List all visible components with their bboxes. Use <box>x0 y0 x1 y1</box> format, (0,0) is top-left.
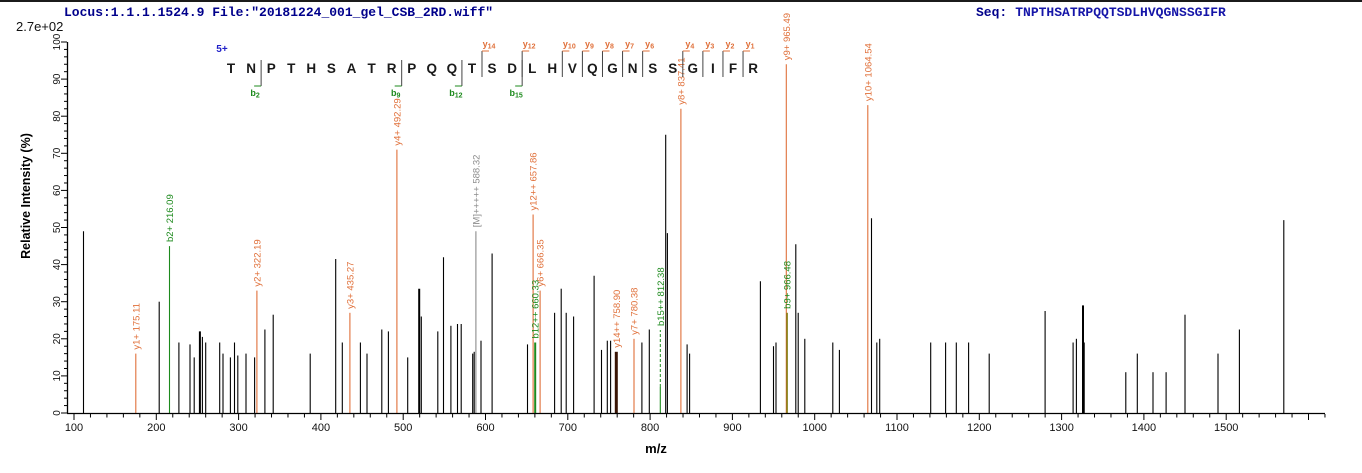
residue: H <box>306 61 316 76</box>
x-tick-label: 1500 <box>1214 422 1238 434</box>
residue: P <box>407 61 416 76</box>
x-tick-label: 300 <box>229 422 247 434</box>
residue: G <box>607 61 618 76</box>
fragment-ion-label: y2 <box>725 39 734 51</box>
max-intensity-label: 2.7e+02 <box>16 19 64 34</box>
y-tick-label: 20 <box>52 333 63 345</box>
x-tick-label: 1100 <box>885 422 909 434</box>
y-tick-label: 40 <box>52 259 63 271</box>
peak-label: b2+ 216.09 <box>165 194 176 242</box>
residue: S <box>487 61 496 76</box>
peak-label: [M]+++++ 588.32 <box>471 155 482 228</box>
header: Locus:1.1.1.1524.9 File:"20181224_001_ge… <box>0 5 1362 23</box>
seq-label: Seq: <box>976 5 1008 20</box>
fragment-ion-label: y10 <box>563 39 576 51</box>
peak-label: y8+ 837.41 <box>676 57 687 104</box>
residue: Q <box>587 61 598 76</box>
residue: G <box>688 61 699 76</box>
residue: T <box>367 61 376 76</box>
y-tick-label: 60 <box>52 184 63 196</box>
x-tick-label: 700 <box>559 422 577 434</box>
peak-label: b12++ 660.33 <box>531 280 542 339</box>
residue: Q <box>427 61 438 76</box>
peak-label: y12++ 657.86 <box>529 152 540 210</box>
fragment-ion-label: y9 <box>585 39 594 51</box>
y-tick-label: 70 <box>52 147 63 159</box>
precursor-charge: 5+ <box>216 44 228 55</box>
residue: R <box>387 61 397 76</box>
locus-file-text: Locus:1.1.1.1524.9 File:"20181224_001_ge… <box>64 5 494 20</box>
fragment-ion-label: y8 <box>605 39 614 51</box>
peak-label: y1+ 175.11 <box>131 303 142 350</box>
residue: I <box>711 61 715 76</box>
residue: P <box>267 61 276 76</box>
residue: S <box>668 61 677 76</box>
fragment-ion-label: b9 <box>391 88 401 100</box>
x-tick-label: 800 <box>641 422 659 434</box>
fragment-ion-label: y7 <box>625 39 634 51</box>
x-tick-label: 600 <box>476 422 494 434</box>
y-tick-label: 10 <box>52 370 63 382</box>
fragment-ion-label: y3 <box>705 39 714 51</box>
x-tick-label: 1000 <box>802 422 826 434</box>
x-tick-label: 1400 <box>1132 422 1156 434</box>
residue: T <box>287 61 296 76</box>
fragment-ion-label: y6 <box>645 39 654 51</box>
residue: T <box>468 61 477 76</box>
residue: R <box>748 61 758 76</box>
y-tick-label: 90 <box>52 73 63 85</box>
residue: H <box>547 61 557 76</box>
residue: N <box>246 61 256 76</box>
fragment-ion-label: y1 <box>746 39 755 51</box>
x-tick-label: 500 <box>394 422 412 434</box>
residue: Q <box>447 61 458 76</box>
residue: N <box>628 61 638 76</box>
fragment-ion-label: y14 <box>483 39 496 51</box>
peak-label: y4+ 492.29 <box>392 98 403 145</box>
x-tick-label: 1200 <box>967 422 991 434</box>
y-axis-title: Relative Intensity (%) <box>19 133 33 259</box>
window-top-border <box>0 0 1362 2</box>
fragment-ion-label: b12 <box>449 88 462 100</box>
residue: S <box>648 61 657 76</box>
peak-label: y7+ 780.38 <box>629 288 640 335</box>
residue: S <box>327 61 336 76</box>
peak-label: y6+ 666.35 <box>536 239 547 286</box>
x-tick-label: 1300 <box>1049 422 1073 434</box>
residue: F <box>729 61 737 76</box>
peak-label: b15++ 812.38 <box>656 267 667 326</box>
x-axis-title: m/z <box>645 441 667 456</box>
x-tick-label: 200 <box>147 422 165 434</box>
peak-label: y10+ 1064.54 <box>863 43 874 101</box>
x-tick-label: 400 <box>312 422 330 434</box>
peak-label: y2+ 322.19 <box>252 239 263 286</box>
y-tick-label: 100 <box>52 33 63 50</box>
residue: A <box>347 61 357 76</box>
y-tick-label: 0 <box>52 410 63 416</box>
fragment-ion-label: b15 <box>510 88 523 100</box>
y-tick-label: 30 <box>52 296 63 308</box>
peak-label: b9+ 966.48 <box>783 261 794 309</box>
fragment-ion-label: y12 <box>523 39 536 51</box>
x-tick-label: 100 <box>65 422 83 434</box>
seq-value: TNPTHSATRPQQTSDLHVQGNSSGIFR <box>1015 5 1226 20</box>
residue: L <box>528 61 536 76</box>
peak-label: y14++ 758.90 <box>612 290 623 348</box>
y-tick-label: 80 <box>52 110 63 122</box>
peak-label: y3+ 435.27 <box>345 262 356 309</box>
residue: V <box>568 61 577 76</box>
residue: D <box>507 61 517 76</box>
x-tick-label: 900 <box>723 422 741 434</box>
peak-label: y9+ 965.49 <box>782 13 793 60</box>
fragment-ion-label: y4 <box>685 39 694 51</box>
sequence-header: Seq: TNPTHSATRPQQTSDLHVQGNSSGIFR <box>976 5 1226 20</box>
residue: T <box>227 61 236 76</box>
fragment-ion-label: b2 <box>250 88 260 100</box>
y-tick-label: 50 <box>52 222 63 234</box>
